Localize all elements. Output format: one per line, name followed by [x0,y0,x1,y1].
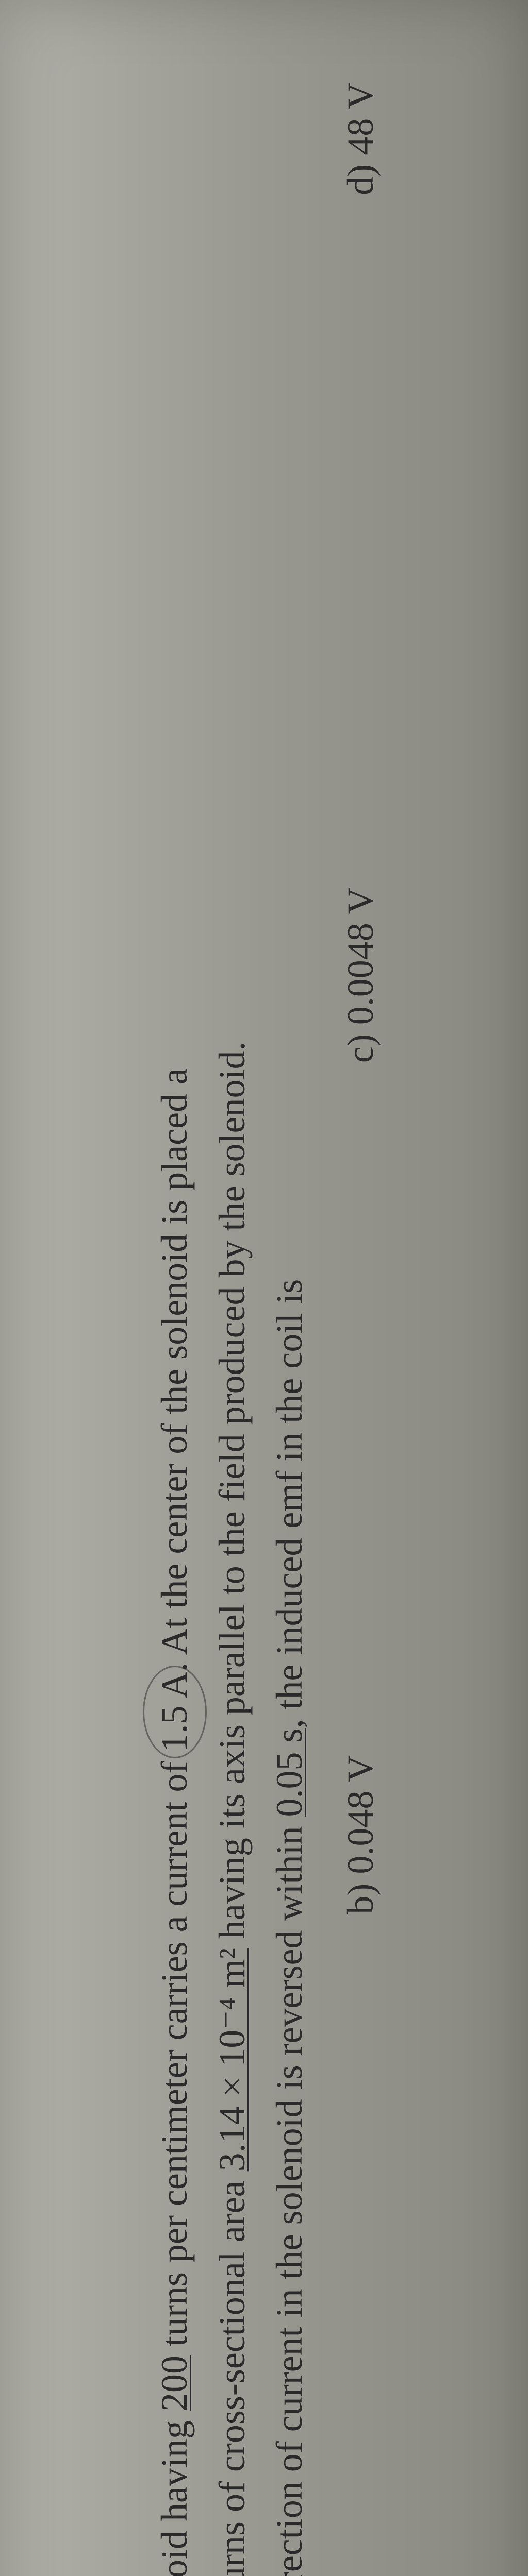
time-value: 0.05 s [269,1728,310,1817]
page-container: A long solenoid having 200 turns per cen… [0,0,528,2576]
text-segment: coil of 100 turns of cross-sectional are… [211,2171,253,2576]
current-value: 1.5 A [146,1672,204,1752]
text-segment: , the induced emf in the coil is [269,1279,310,1728]
text-segment: . At the center of the solenoid is place… [154,1068,195,1672]
option-d: d) 48 V [339,82,382,195]
text-segment: turns per centimeter carries a current o… [154,1752,195,2355]
question-line3: When the direction of current in the sol… [269,1279,310,2576]
question-line1: A long solenoid having 200 turns per cen… [154,1068,195,2576]
text-segment: When the direction of current in the sol… [269,1817,310,2576]
options-row: a) 0.48 V b) 0.048 V c) 0.0048 V d) 48 V [339,62,382,2576]
turns-value: 200 [154,2355,195,2411]
option-b: b) 0.048 V [339,1755,382,1914]
text-segment: having its axis parallel to the field pr… [211,1041,253,1948]
question-text: A long solenoid having 200 turns per cen… [146,62,319,2576]
text-segment: A long solenoid having [154,2411,195,2576]
option-c: c) 0.0048 V [339,887,382,1063]
question-line2: coil of 100 turns of cross-sectional are… [211,1041,253,2576]
area-value: 3.14 × 10⁻⁴ m² [211,1948,253,2171]
